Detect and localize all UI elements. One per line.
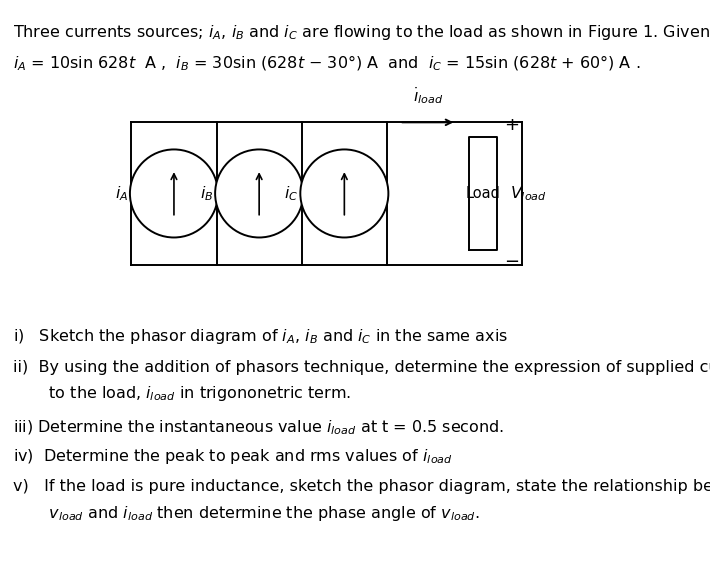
Text: Three currents sources; $i_A$, $i_B$ and $i_C$ are flowing to the load as shown : Three currents sources; $i_A$, $i_B$ and… (13, 23, 710, 42)
Text: −: − (504, 253, 519, 271)
Text: $\dot{\imath}_{load}$: $\dot{\imath}_{load}$ (413, 86, 443, 106)
Text: +: + (504, 116, 519, 134)
Ellipse shape (130, 150, 218, 237)
Text: $i_A$: $i_A$ (114, 184, 128, 203)
Text: v)   If the load is pure inductance, sketch the phasor diagram, state the relati: v) If the load is pure inductance, sketc… (13, 479, 710, 494)
Text: $i_A$ = 10sin 628$t$  A ,  $i_B$ = 30sin (628$t$ $-$ 30°) A  and  $i_C$ = 15sin : $i_A$ = 10sin 628$t$ A , $i_B$ = 30sin (… (13, 54, 640, 73)
Text: Load: Load (465, 186, 501, 201)
Text: to the load, $i_{load}$ in trigononetric term.: to the load, $i_{load}$ in trigononetric… (13, 384, 351, 403)
Text: iv)  Determine the peak to peak and rms values of $i_{load}$: iv) Determine the peak to peak and rms v… (13, 447, 453, 465)
Text: ii)  By using the addition of phasors technique, determine the expression of sup: ii) By using the addition of phasors tec… (13, 360, 710, 374)
Text: $V_{load}$: $V_{load}$ (510, 184, 547, 203)
Text: $i_B$: $i_B$ (200, 184, 213, 203)
Text: i)   Sketch the phasor diagram of $i_A$, $i_B$ and $i_C$ in the same axis: i) Sketch the phasor diagram of $i_A$, $… (13, 327, 508, 346)
Ellipse shape (300, 150, 388, 237)
Ellipse shape (215, 150, 303, 237)
Text: iii) Determine the instantaneous value $i_{load}$ at t = 0.5 second.: iii) Determine the instantaneous value $… (13, 418, 504, 436)
Text: $v_{load}$ and $i_{load}$ then determine the phase angle of $v_{load}$.: $v_{load}$ and $i_{load}$ then determine… (13, 504, 480, 522)
Text: $i_C$: $i_C$ (284, 184, 298, 203)
